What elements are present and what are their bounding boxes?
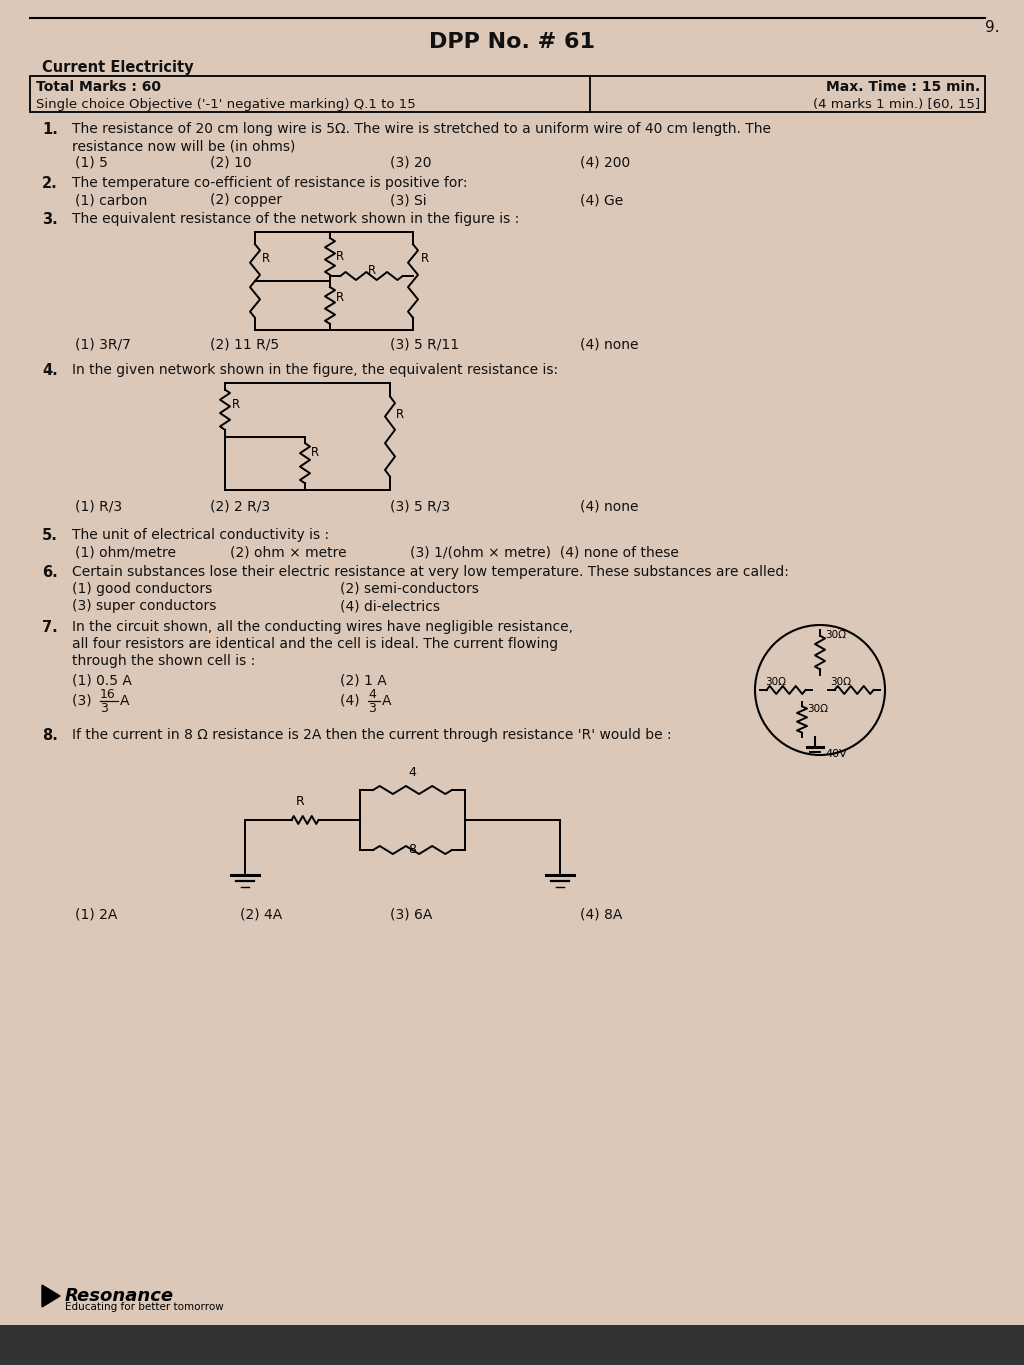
Text: R: R xyxy=(368,263,376,277)
Text: 30Ω: 30Ω xyxy=(830,677,851,687)
Text: Resonance: Resonance xyxy=(65,1287,174,1305)
Text: Max. Time : 15 min.: Max. Time : 15 min. xyxy=(825,81,980,94)
Text: (2) 1 A: (2) 1 A xyxy=(340,674,387,688)
Text: 40V: 40V xyxy=(825,749,847,759)
Text: (1) good conductors: (1) good conductors xyxy=(72,581,212,597)
Text: (3) 6A: (3) 6A xyxy=(390,908,432,921)
Text: The unit of electrical conductivity is :: The unit of electrical conductivity is : xyxy=(72,528,329,542)
Text: (3) super conductors: (3) super conductors xyxy=(72,599,216,613)
Text: (1) ohm/metre: (1) ohm/metre xyxy=(75,545,176,560)
Text: 3.: 3. xyxy=(42,212,57,227)
Text: DPP No. # 61: DPP No. # 61 xyxy=(429,31,595,52)
Text: (4) none: (4) none xyxy=(580,500,639,515)
Text: (4): (4) xyxy=(340,693,364,708)
Text: (3) 5 R/11: (3) 5 R/11 xyxy=(390,339,459,352)
Text: (4) Ge: (4) Ge xyxy=(580,192,624,207)
Text: 8.: 8. xyxy=(42,728,58,743)
Text: 4.: 4. xyxy=(42,363,57,378)
Text: In the circuit shown, all the conducting wires have negligible resistance,: In the circuit shown, all the conducting… xyxy=(72,620,573,633)
Text: all four resistors are identical and the cell is ideal. The current flowing: all four resistors are identical and the… xyxy=(72,637,558,651)
Text: R: R xyxy=(336,250,344,263)
Text: (3) 5 R/3: (3) 5 R/3 xyxy=(390,500,451,515)
Text: (1) 2A: (1) 2A xyxy=(75,908,118,921)
Text: through the shown cell is :: through the shown cell is : xyxy=(72,654,255,667)
Text: A: A xyxy=(382,693,391,708)
Text: (1) R/3: (1) R/3 xyxy=(75,500,122,515)
Text: (3) 1/(ohm × metre)  (4) none of these: (3) 1/(ohm × metre) (4) none of these xyxy=(410,545,679,560)
Text: 30Ω: 30Ω xyxy=(825,631,846,640)
Text: (4) none: (4) none xyxy=(580,339,639,352)
Text: (2) 11 R/5: (2) 11 R/5 xyxy=(210,339,280,352)
Text: (4) 8A: (4) 8A xyxy=(580,908,623,921)
Text: (1) 3R/7: (1) 3R/7 xyxy=(75,339,131,352)
Text: 9.: 9. xyxy=(985,20,1000,35)
Text: (2) copper: (2) copper xyxy=(210,192,283,207)
Text: (2) semi-conductors: (2) semi-conductors xyxy=(340,581,479,597)
Bar xyxy=(30,76,985,112)
Text: 4: 4 xyxy=(368,688,376,702)
Text: (1) 5: (1) 5 xyxy=(75,156,108,171)
Text: Total Marks : 60: Total Marks : 60 xyxy=(36,81,161,94)
Text: Single choice Objective ('-1' negative marking) Q.1 to 15: Single choice Objective ('-1' negative m… xyxy=(36,98,416,111)
Text: 2.: 2. xyxy=(42,176,57,191)
Text: (4) 200: (4) 200 xyxy=(580,156,630,171)
Text: R: R xyxy=(296,794,304,808)
Text: 4: 4 xyxy=(409,766,417,779)
Text: (2) 4A: (2) 4A xyxy=(240,908,283,921)
Text: R: R xyxy=(311,446,319,460)
Text: R: R xyxy=(396,408,404,420)
Text: (2) 2 R/3: (2) 2 R/3 xyxy=(210,500,270,515)
Text: 7.: 7. xyxy=(42,620,57,635)
Text: The resistance of 20 cm long wire is 5Ω. The wire is stretched to a uniform wire: The resistance of 20 cm long wire is 5Ω.… xyxy=(72,121,771,136)
Text: R: R xyxy=(421,253,429,265)
Text: Certain substances lose their electric resistance at very low temperature. These: Certain substances lose their electric r… xyxy=(72,565,788,579)
Text: 1.: 1. xyxy=(42,121,58,136)
Text: Current Electricity: Current Electricity xyxy=(42,60,194,75)
Text: (3): (3) xyxy=(72,693,96,708)
Text: 30Ω: 30Ω xyxy=(807,704,828,714)
Text: 6.: 6. xyxy=(42,565,57,580)
Text: (3) Si: (3) Si xyxy=(390,192,427,207)
Text: R: R xyxy=(262,253,270,265)
Text: 30Ω: 30Ω xyxy=(765,677,786,687)
Text: R: R xyxy=(336,291,344,304)
Text: A: A xyxy=(120,693,129,708)
Text: 3: 3 xyxy=(368,702,376,715)
Text: 5.: 5. xyxy=(42,528,58,543)
Text: The temperature co-efficient of resistance is positive for:: The temperature co-efficient of resistan… xyxy=(72,176,468,190)
Text: The equivalent resistance of the network shown in the figure is :: The equivalent resistance of the network… xyxy=(72,212,519,227)
Text: Educating for better tomorrow: Educating for better tomorrow xyxy=(65,1302,224,1312)
Text: In the given network shown in the figure, the equivalent resistance is:: In the given network shown in the figure… xyxy=(72,363,558,377)
Text: If the current in 8 Ω resistance is 2A then the current through resistance 'R' w: If the current in 8 Ω resistance is 2A t… xyxy=(72,728,672,743)
Text: (1) 0.5 A: (1) 0.5 A xyxy=(72,674,132,688)
Polygon shape xyxy=(42,1284,60,1308)
Text: (4) di-electrics: (4) di-electrics xyxy=(340,599,440,613)
Text: (4 marks 1 min.) [60, 15]: (4 marks 1 min.) [60, 15] xyxy=(813,98,980,111)
Text: R: R xyxy=(232,399,240,411)
Text: (3) 20: (3) 20 xyxy=(390,156,431,171)
Text: (2) ohm × metre: (2) ohm × metre xyxy=(230,545,347,560)
Text: 3: 3 xyxy=(100,702,108,715)
Text: resistance now will be (in ohms): resistance now will be (in ohms) xyxy=(72,139,295,153)
Text: (1) carbon: (1) carbon xyxy=(75,192,147,207)
Text: 16: 16 xyxy=(100,688,116,702)
Bar xyxy=(0,1325,1024,1365)
Text: (2) 10: (2) 10 xyxy=(210,156,252,171)
Text: 8: 8 xyxy=(409,844,417,856)
